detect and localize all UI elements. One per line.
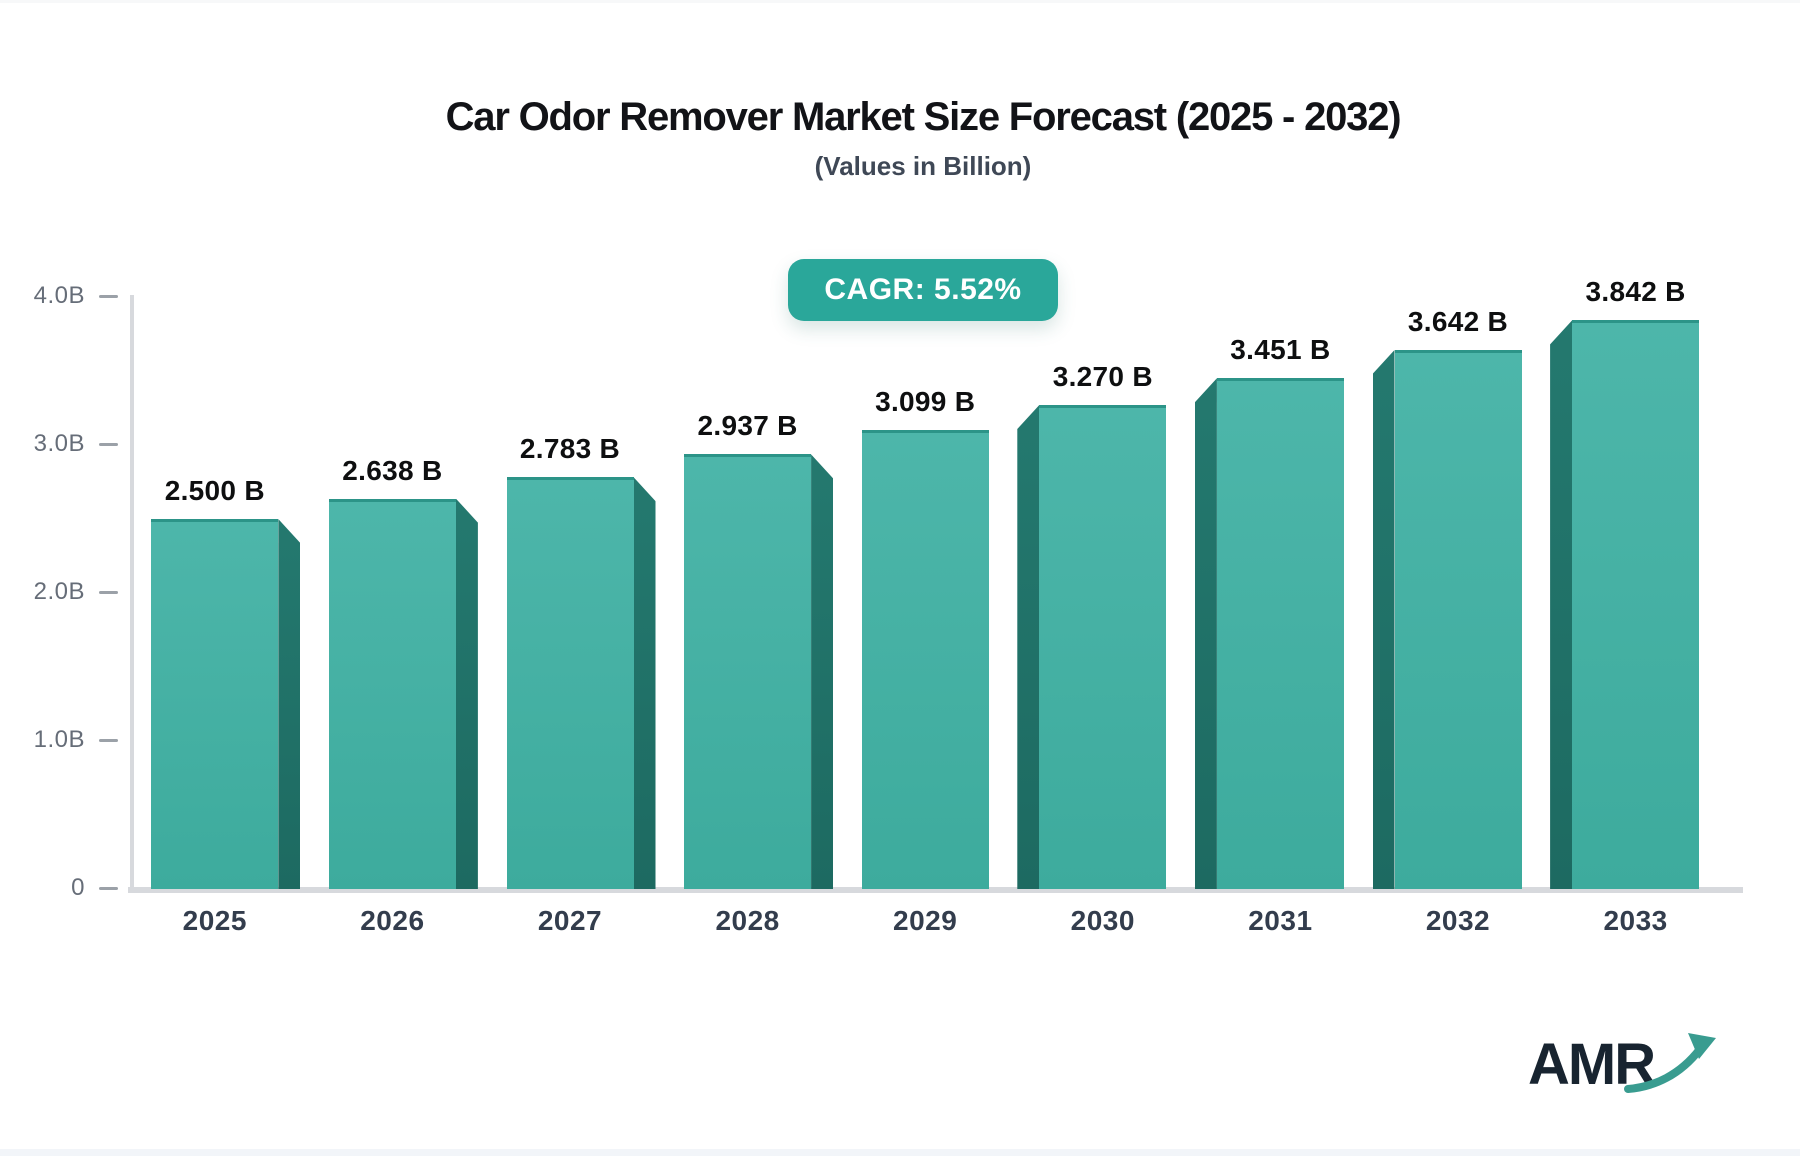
amr-logo: AMR: [1528, 1031, 1718, 1111]
bar-side-2031: [1194, 378, 1217, 889]
y-tick-label: 2.0B: [33, 578, 85, 605]
bar-2032: [1394, 349, 1522, 889]
bar-side-2025: [278, 519, 301, 889]
bar-2025: [151, 519, 279, 889]
bar-value-label: 3.099 B: [875, 386, 976, 418]
x-axis-line: [128, 887, 1743, 893]
y-tick-mark: [99, 443, 118, 446]
page-bottom-strip: [0, 1149, 1800, 1156]
y-tick-label: 4.0B: [33, 282, 85, 309]
y-tick-label: 1.0B: [33, 726, 85, 753]
x-tick-label: 2032: [1425, 905, 1491, 936]
y-tick-label: 0: [71, 874, 85, 901]
bar-value-label: 2.783 B: [519, 433, 621, 465]
chart-title: Car Odor Remover Market Size Forecast (2…: [445, 95, 1402, 139]
y-axis-line: [130, 295, 134, 889]
x-tick-label: 2025: [182, 905, 247, 936]
bar-value-label: 2.500 B: [164, 475, 265, 506]
bar-side-2032: [1372, 349, 1395, 889]
bar-side-2026: [455, 498, 478, 889]
chart-subtitle: (Values in Billion): [814, 151, 1032, 181]
y-tick-mark: [99, 887, 118, 890]
bar-value-label: 3.842 B: [1585, 276, 1686, 308]
bar-side-2030: [1017, 405, 1040, 889]
bar-value-label: 3.451 B: [1230, 334, 1331, 366]
x-tick-label: 2029: [893, 905, 958, 936]
bar-2031: [1216, 378, 1344, 889]
growth-arrow-icon: [1624, 1033, 1716, 1093]
bar-2030: [1039, 405, 1167, 889]
cagr-badge-row: CAGR: 5.52%: [46, 259, 1800, 321]
plot-area: 4.0B 3.0B 2.0B 1.0B 0 2.500 B 2025 2.638 B 2026 2…: [0, 3, 1800, 1156]
bar-2033: [1572, 320, 1700, 889]
x-tick-label: 2026: [360, 905, 425, 936]
bar-value-label: 3.642 B: [1407, 305, 1509, 337]
cagr-badge: CAGR: 5.52%: [788, 259, 1058, 321]
bar-side-2027: [633, 477, 656, 889]
bar-2026: [328, 498, 456, 889]
y-tick-mark: [99, 591, 118, 594]
y-tick-mark: [99, 739, 118, 742]
bar-2028: [684, 454, 812, 889]
x-tick-label: 2027: [537, 905, 603, 936]
bar-side-2028: [811, 454, 834, 889]
x-tick-label: 2030: [1070, 905, 1135, 936]
x-tick-label: 2028: [715, 905, 780, 936]
bar-2029: [861, 430, 989, 889]
bar-value-label: 2.638 B: [342, 454, 443, 486]
y-tick-label: 3.0B: [33, 430, 85, 457]
bar-side-2033: [1550, 320, 1573, 889]
bar-value-label: 3.270 B: [1052, 361, 1153, 393]
bar-value-label: 2.937 B: [697, 410, 798, 442]
x-tick-label: 2033: [1603, 905, 1668, 936]
bar-2027: [506, 477, 634, 889]
y-tick-mark: [99, 295, 118, 298]
x-tick-label: 2031: [1248, 905, 1313, 936]
